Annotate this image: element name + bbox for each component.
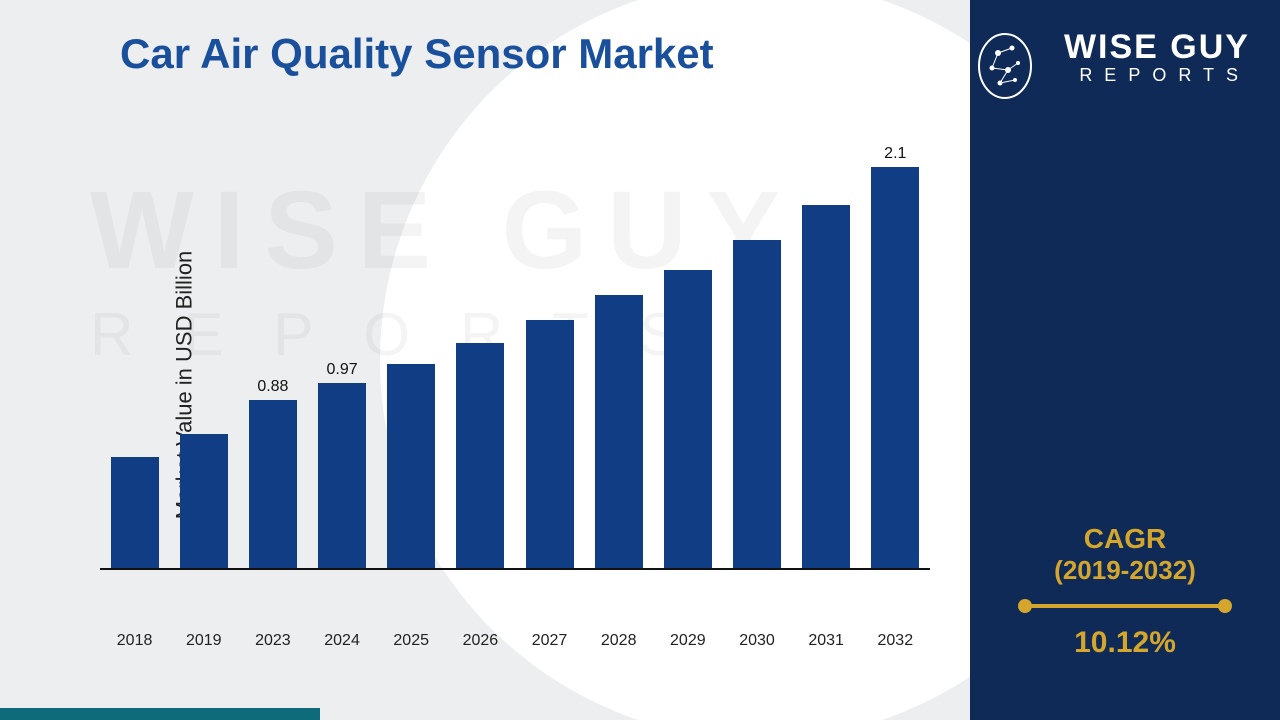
bar-2019 — [180, 412, 228, 568]
bar — [802, 205, 850, 568]
bar-2031 — [802, 183, 850, 568]
bar — [526, 320, 574, 568]
x-tick: 2029 — [664, 632, 712, 650]
plot-area: 0.880.972.1 — [100, 150, 930, 570]
stage: WISE GUY REPORTS Car Air Quality Sensor … — [0, 0, 1280, 720]
bar-2029 — [664, 248, 712, 568]
head-icon — [970, 28, 1040, 108]
x-tick: 2023 — [249, 632, 297, 650]
x-tick: 2032 — [871, 632, 919, 650]
x-tick: 2027 — [526, 632, 574, 650]
bar-2028 — [595, 273, 643, 568]
footer-strip — [0, 708, 320, 720]
x-tick: 2019 — [180, 632, 228, 650]
bars-container: 0.880.972.1 — [100, 150, 930, 568]
brand-logo-line2: REPORTS — [1064, 65, 1250, 86]
bar — [249, 400, 297, 568]
bar-2018 — [111, 435, 159, 568]
brand-logo-line1: WISE GUY — [1064, 28, 1250, 67]
bar-2023: 0.88 — [249, 378, 297, 568]
bar — [111, 457, 159, 568]
bar — [871, 167, 919, 568]
cagr-divider — [1025, 604, 1225, 608]
bar-2024: 0.97 — [318, 361, 366, 568]
brand-logo: WISE GUY REPORTS — [1064, 28, 1250, 86]
x-axis: 2018 2019 2023 2024 2025 2026 2027 2028 2029 2030… — [100, 632, 930, 650]
bar-value-label: 0.97 — [326, 361, 357, 379]
bar-2027 — [526, 298, 574, 568]
bar-2032: 2.1 — [871, 145, 919, 568]
bar — [595, 295, 643, 568]
cagr-block: CAGR (2019-2032) 10.12% — [1000, 523, 1250, 660]
bar-2025 — [387, 342, 435, 568]
cagr-value: 10.12% — [1000, 626, 1250, 660]
bar — [318, 383, 366, 568]
x-tick: 2031 — [802, 632, 850, 650]
bar-2030 — [733, 218, 781, 568]
x-tick: 2025 — [387, 632, 435, 650]
bar — [733, 240, 781, 568]
bar — [664, 270, 712, 568]
cagr-label: CAGR — [1000, 523, 1250, 555]
bar-2026 — [456, 321, 504, 568]
bar-chart: Market Value in USD Billion 0.880.972.1 … — [60, 150, 930, 620]
bar-value-label: 0.88 — [257, 378, 288, 396]
x-tick: 2026 — [456, 632, 504, 650]
x-tick: 2028 — [595, 632, 643, 650]
x-tick: 2024 — [318, 632, 366, 650]
chart-title: Car Air Quality Sensor Market — [120, 30, 714, 78]
bar — [456, 343, 504, 568]
cagr-range: (2019-2032) — [1000, 555, 1250, 586]
bar — [180, 434, 228, 568]
x-tick: 2018 — [111, 632, 159, 650]
bar-value-label: 2.1 — [884, 145, 906, 163]
x-tick: 2030 — [733, 632, 781, 650]
bar — [387, 364, 435, 568]
